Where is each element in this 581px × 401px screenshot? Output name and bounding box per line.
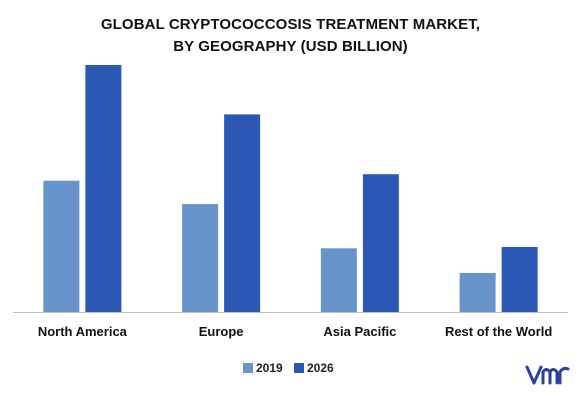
bar-asia-pacific-2026 bbox=[362, 174, 399, 312]
legend-swatch-2019 bbox=[243, 363, 253, 373]
legend-label-2026: 2026 bbox=[307, 361, 334, 375]
x-tick-label: Asia Pacific bbox=[323, 324, 396, 339]
chart-title: GLOBAL CRYPTOCOCCOSIS TREATMENT MARKET, … bbox=[0, 14, 581, 58]
chart-title-line-2: BY GEOGRAPHY (USD BILLION) bbox=[173, 38, 408, 55]
bar-europe-2026 bbox=[224, 114, 261, 313]
bar-europe-2019 bbox=[182, 204, 219, 312]
bar-north-america-2019 bbox=[43, 180, 80, 312]
chart-title-line-1: GLOBAL CRYPTOCOCCOSIS TREATMENT MARKET, bbox=[100, 16, 481, 33]
bar-north-america-2026 bbox=[85, 65, 122, 312]
bar-asia-pacific-2019 bbox=[320, 248, 357, 312]
bar-rest-of-the-world-2026 bbox=[501, 247, 538, 312]
x-tick-label: Europe bbox=[199, 324, 244, 339]
x-tick-label: Rest of the World bbox=[445, 324, 552, 339]
legend-swatch-2026 bbox=[294, 363, 304, 373]
bar-rest-of-the-world-2019 bbox=[459, 273, 496, 312]
x-tick-label: North America bbox=[38, 324, 128, 339]
legend-label-2019: 2019 bbox=[256, 361, 283, 375]
vmr-logo-icon bbox=[525, 365, 570, 385]
